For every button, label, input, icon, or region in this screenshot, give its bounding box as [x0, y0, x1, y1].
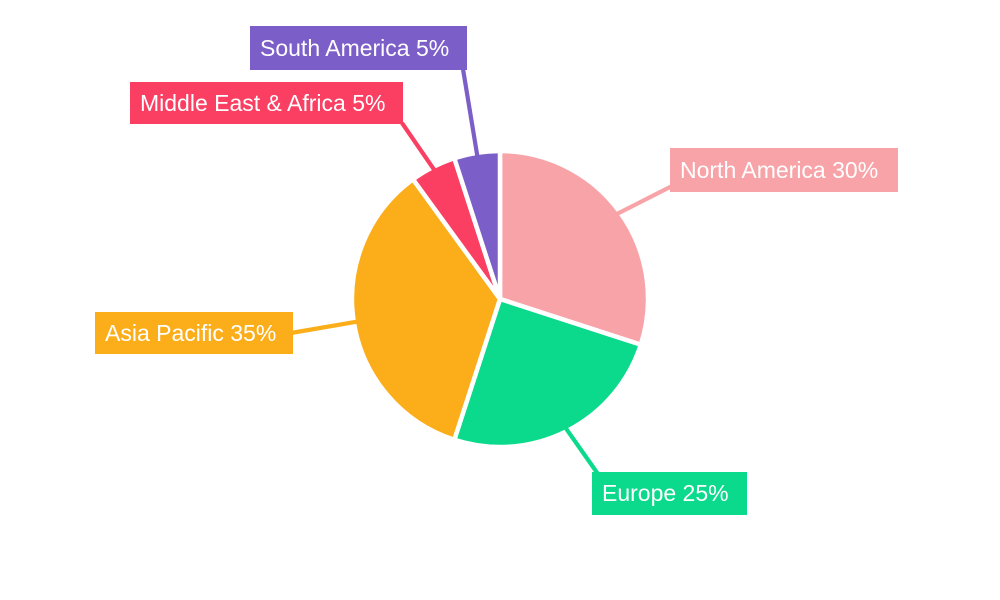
- leader-line-south-america: [460, 68, 480, 157]
- slice-label-north-america: North America 30%: [670, 148, 898, 192]
- slice-label-middle-east-africa: Middle East & Africa 5%: [130, 82, 403, 124]
- leader-line-asia-pacific: [290, 319, 358, 336]
- leader-line-north-america: [616, 184, 673, 216]
- slice-label-europe: Europe 25%: [592, 472, 747, 515]
- slice-label-asia-pacific: Asia Pacific 35%: [95, 312, 293, 354]
- slice-label-south-america: South America 5%: [250, 26, 467, 70]
- leader-line-europe: [564, 426, 600, 476]
- leader-line-middle-east-africa: [400, 121, 436, 171]
